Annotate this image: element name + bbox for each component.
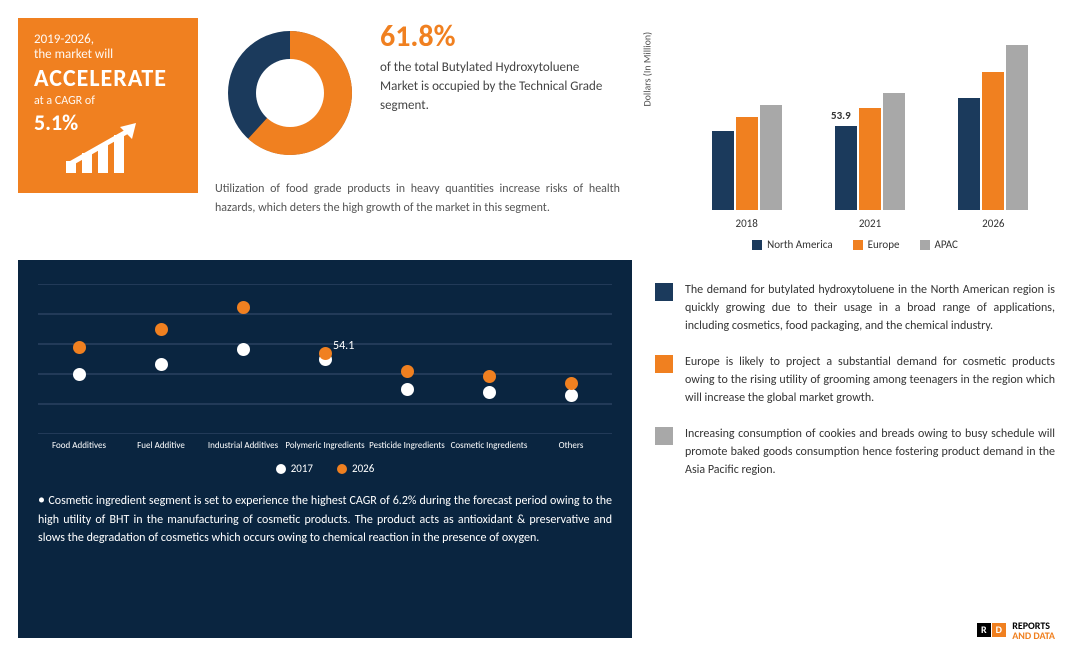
dot-category: Polymeric Ingredients bbox=[285, 440, 365, 451]
analysis-row: The demand for butylated hydroxytoluene … bbox=[655, 281, 1055, 335]
accel-word: ACCELERATE bbox=[34, 64, 182, 93]
bar bbox=[958, 98, 980, 211]
legend-item: 2026 bbox=[337, 462, 374, 475]
bar-ylabel: Dollars (In Million) bbox=[641, 32, 654, 107]
dot-category: Pesticide Ingredients bbox=[367, 440, 447, 451]
donut-desc: of the total Butylated Hydroxytoluene Ma… bbox=[380, 59, 620, 116]
bar-group bbox=[712, 105, 782, 210]
dark-bullet-text: Cosmetic ingredient segment is set to ex… bbox=[38, 489, 612, 548]
bar-chart: Dollars (In Million) 201853.920212026 bbox=[655, 30, 1055, 230]
bar-xlabel: 2018 bbox=[736, 217, 758, 230]
growth-arrow-icon bbox=[58, 121, 158, 181]
legend-item: North America bbox=[752, 238, 833, 251]
dot-point bbox=[565, 389, 578, 402]
analysis-text: The demand for butylated hydroxytoluene … bbox=[685, 281, 1055, 335]
dot-point bbox=[73, 341, 86, 354]
color-square-icon bbox=[655, 283, 673, 301]
years-text: 2019-2026, bbox=[34, 32, 182, 47]
dot-point bbox=[155, 323, 168, 336]
dot-category: Fuel Additive bbox=[121, 440, 201, 451]
bar bbox=[859, 108, 881, 210]
analysis-text: Europe is likely to project a substantia… bbox=[685, 353, 1055, 407]
dot-point bbox=[483, 370, 496, 383]
dot-category: Food Additives bbox=[39, 440, 119, 451]
logo-d: D bbox=[992, 623, 1006, 637]
analysis-list: The demand for butylated hydroxytoluene … bbox=[655, 281, 1055, 479]
cagr-label: at a CAGR of bbox=[34, 94, 182, 108]
color-square-icon bbox=[655, 355, 673, 373]
dot-category: Cosmetic Ingredients bbox=[449, 440, 529, 451]
bar-group bbox=[958, 45, 1028, 210]
dot-point bbox=[73, 368, 86, 381]
dark-panel: Food AdditivesFuel AdditiveIndustrial Ad… bbox=[18, 260, 632, 638]
bar-xlabel: 2021 bbox=[859, 217, 881, 230]
dot-point bbox=[401, 365, 414, 378]
accelerate-card: 2019-2026, the market will ACCELERATE at… bbox=[18, 18, 198, 193]
dot-category: Industrial Additives bbox=[203, 440, 283, 451]
legend-item: Europe bbox=[853, 238, 900, 251]
bar bbox=[760, 105, 782, 210]
legend-item: 2017 bbox=[276, 462, 313, 475]
color-square-icon bbox=[655, 427, 673, 445]
bar-legend: North America Europe APAC bbox=[655, 238, 1055, 251]
bar bbox=[835, 126, 857, 210]
dot-annotation: 54.1 bbox=[333, 339, 354, 353]
dot-point bbox=[237, 343, 250, 356]
donut-percent: 61.8% bbox=[380, 18, 620, 55]
dot-legend: 2017 2026 bbox=[38, 462, 612, 475]
analysis-row: Europe is likely to project a substantia… bbox=[655, 353, 1055, 407]
accel-sub: the market will bbox=[34, 47, 182, 62]
bar bbox=[736, 117, 758, 210]
brand-logo: RD REPORTS AND DATA bbox=[977, 621, 1055, 641]
logo-r: R bbox=[977, 623, 991, 637]
donut-paragraph: Utilization of food grade products in he… bbox=[215, 180, 620, 217]
legend-item: APAC bbox=[920, 238, 958, 251]
dot-point bbox=[401, 383, 414, 396]
bar-xlabel: 2026 bbox=[982, 217, 1004, 230]
donut-chart bbox=[215, 18, 365, 168]
bar-group bbox=[835, 93, 905, 210]
bar bbox=[712, 131, 734, 211]
logo-line2: AND DATA bbox=[1012, 629, 1055, 642]
dot-chart: Food AdditivesFuel AdditiveIndustrial Ad… bbox=[38, 284, 612, 454]
bar bbox=[982, 72, 1004, 210]
analysis-text: Increasing consumption of cookies and br… bbox=[685, 425, 1055, 479]
dot-point bbox=[155, 358, 168, 371]
bar bbox=[883, 93, 905, 210]
dot-point bbox=[237, 301, 250, 314]
dot-point bbox=[483, 386, 496, 399]
dot-point bbox=[565, 377, 578, 390]
dot-category: Others bbox=[531, 440, 611, 451]
bar bbox=[1006, 45, 1028, 210]
analysis-row: Increasing consumption of cookies and br… bbox=[655, 425, 1055, 479]
dot-point bbox=[319, 347, 332, 360]
